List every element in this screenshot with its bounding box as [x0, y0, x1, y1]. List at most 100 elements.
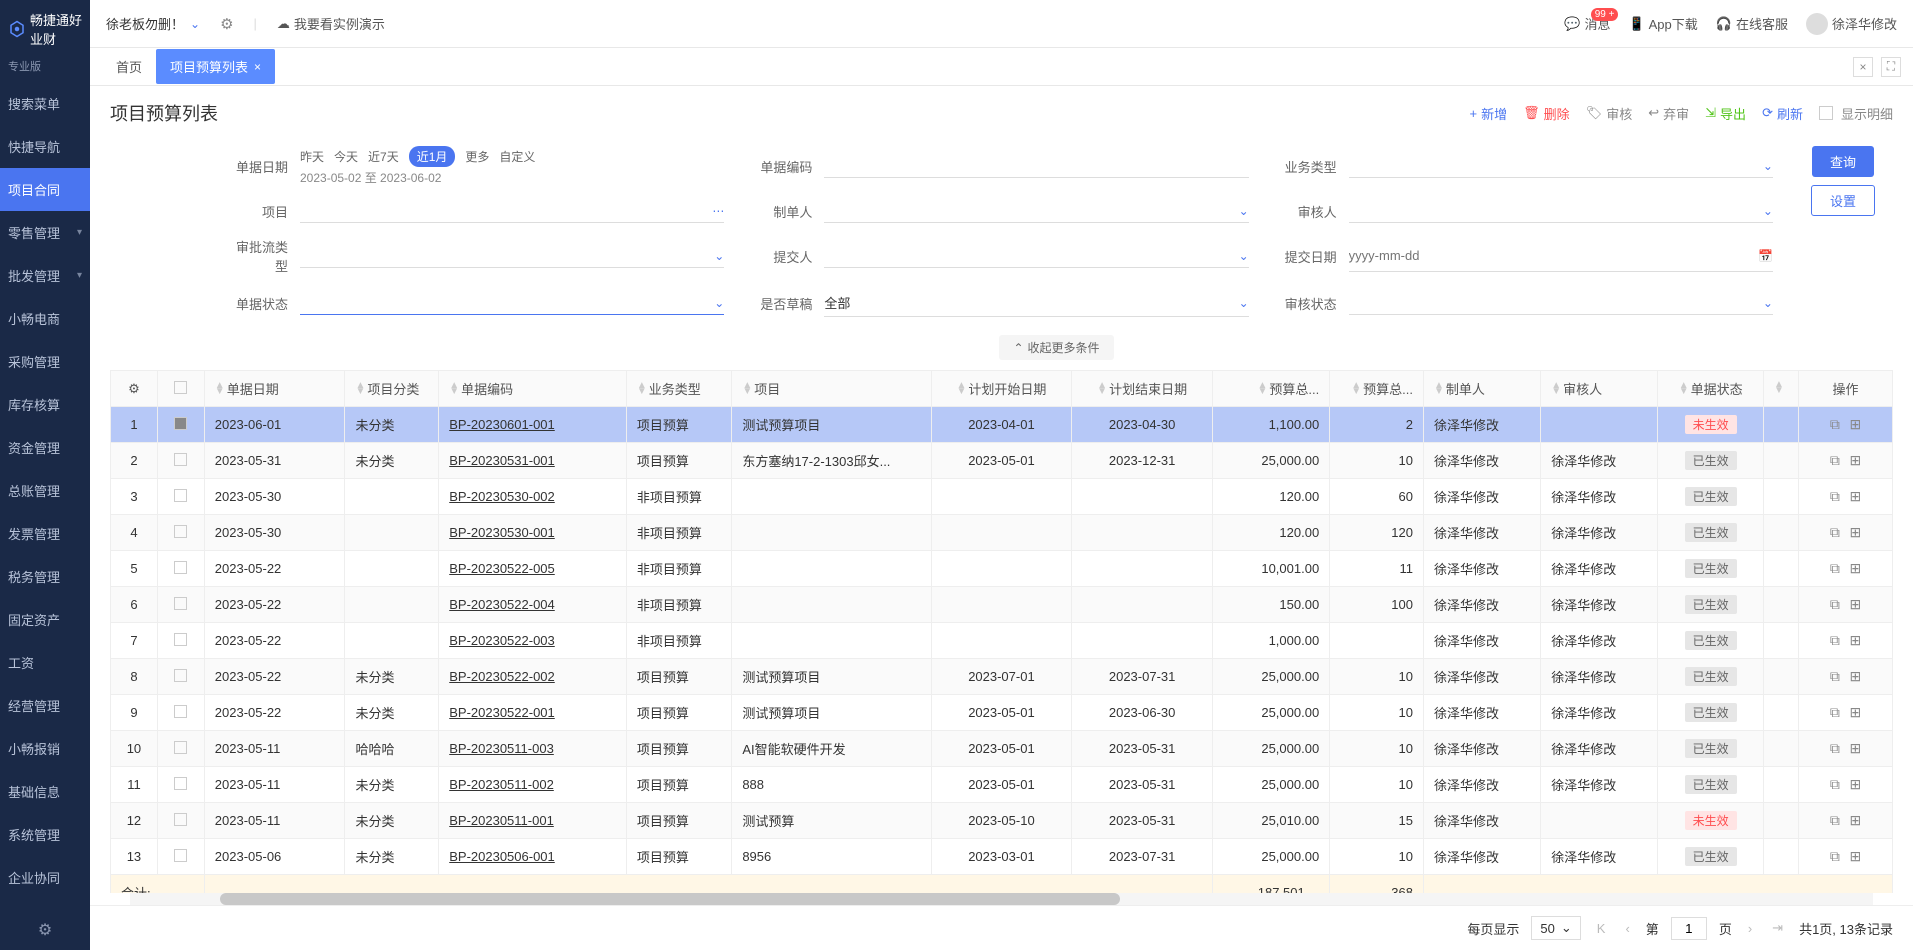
col-extra[interactable]	[1763, 371, 1798, 407]
code-link[interactable]: BP-20230530-002	[449, 489, 555, 504]
row-checkbox[interactable]	[157, 803, 204, 839]
view-icon[interactable]: ⧉	[1830, 596, 1840, 612]
sidebar-item-15[interactable]: 小畅报销	[0, 727, 90, 770]
view-icon[interactable]: ⧉	[1830, 488, 1840, 504]
sidebar-item-12[interactable]: 固定资产	[0, 598, 90, 641]
table-row[interactable]: 11 2023-05-11 未分类 BP-20230511-002 项目预算 8…	[111, 767, 1893, 803]
col-code[interactable]: 单据编码	[439, 371, 627, 407]
app-download-button[interactable]: 📱 App下载	[1628, 14, 1697, 33]
audit-button[interactable]: 🏷审核	[1586, 104, 1633, 123]
date-chip-0[interactable]: 昨天	[300, 148, 324, 165]
more-icon[interactable]: ⊞	[1849, 704, 1861, 720]
first-page-button[interactable]: K	[1593, 921, 1610, 936]
sidebar-item-18[interactable]: 企业协同	[0, 856, 90, 899]
table-row[interactable]: 10 2023-05-11 哈哈哈 BP-20230511-003 项目预算 A…	[111, 731, 1893, 767]
view-icon[interactable]: ⧉	[1830, 524, 1840, 540]
row-checkbox[interactable]	[157, 623, 204, 659]
col-end-date[interactable]: 计划结束日期	[1072, 371, 1213, 407]
date-chip-1[interactable]: 今天	[334, 148, 358, 165]
settings-icon[interactable]: ⚙	[220, 15, 233, 33]
sidebar-item-16[interactable]: 基础信息	[0, 770, 90, 813]
view-icon[interactable]: ⧉	[1830, 740, 1840, 756]
code-link[interactable]: BP-20230522-004	[449, 597, 555, 612]
date-chip-3[interactable]: 近1月	[409, 146, 456, 167]
table-row[interactable]: 4 2023-05-30 BP-20230530-001 非项目预算 120.0…	[111, 515, 1893, 551]
prev-page-button[interactable]: ‹	[1621, 921, 1633, 936]
auditor-select[interactable]: ⌄	[1349, 200, 1773, 223]
close-icon[interactable]: ×	[254, 60, 261, 74]
show-detail-toggle[interactable]: 显示明细	[1819, 104, 1893, 123]
code-link[interactable]: BP-20230522-002	[449, 669, 555, 684]
sidebar-item-17[interactable]: 系统管理	[0, 813, 90, 856]
view-icon[interactable]: ⧉	[1830, 560, 1840, 576]
more-icon[interactable]: ⊞	[1849, 812, 1861, 828]
col-start-date[interactable]: 计划开始日期	[931, 371, 1072, 407]
tab-budget-list[interactable]: 项目预算列表 ×	[156, 49, 275, 84]
col-status[interactable]: 单据状态	[1658, 371, 1764, 407]
table-row[interactable]: 9 2023-05-22 未分类 BP-20230522-001 项目预算 测试…	[111, 695, 1893, 731]
doc-status-select[interactable]: ⌄	[300, 292, 724, 315]
row-checkbox[interactable]	[157, 767, 204, 803]
code-link[interactable]: BP-20230511-003	[449, 741, 554, 756]
more-icon[interactable]: ⊞	[1849, 632, 1861, 648]
delete-button[interactable]: 🗑删除	[1523, 104, 1570, 123]
flow-type-select[interactable]: ⌄	[300, 245, 724, 268]
submit-date-input[interactable]: 📅	[1349, 240, 1773, 272]
date-chip-4[interactable]: 更多	[465, 148, 489, 165]
code-link[interactable]: BP-20230531-001	[449, 453, 555, 468]
date-chip-2[interactable]: 近7天	[368, 148, 399, 165]
demo-link[interactable]: ☁ 我要看实例演示	[277, 14, 385, 33]
tab-expand[interactable]: ⛶	[1881, 57, 1901, 77]
sidebar-item-10[interactable]: 发票管理	[0, 512, 90, 555]
row-checkbox[interactable]	[157, 551, 204, 587]
messages-button[interactable]: 💬 消息 99 +	[1564, 14, 1610, 33]
last-page-button[interactable]: ⇥	[1768, 920, 1787, 936]
support-button[interactable]: 🎧 在线客服	[1716, 14, 1788, 33]
col-maker[interactable]: 制单人	[1423, 371, 1540, 407]
collapse-filter-button[interactable]: ⌃ 收起更多条件	[999, 335, 1113, 360]
user-menu[interactable]: 徐泽华修改	[1806, 13, 1897, 35]
page-size-select[interactable]: 50 ⌄	[1531, 916, 1580, 940]
table-row[interactable]: 6 2023-05-22 BP-20230522-004 非项目预算 150.0…	[111, 587, 1893, 623]
date-chip-5[interactable]: 自定义	[499, 148, 535, 165]
table-row[interactable]: 5 2023-05-22 BP-20230522-005 非项目预算 10,00…	[111, 551, 1893, 587]
row-checkbox[interactable]	[157, 839, 204, 875]
code-link[interactable]: BP-20230601-001	[449, 417, 555, 432]
horizontal-scrollbar[interactable]	[130, 893, 1873, 905]
code-link[interactable]: BP-20230522-003	[449, 633, 555, 648]
table-row[interactable]: 7 2023-05-22 BP-20230522-003 非项目预算 1,000…	[111, 623, 1893, 659]
doc-no-input[interactable]	[824, 154, 1248, 178]
submit-date-field[interactable]	[1349, 244, 1754, 267]
more-icon[interactable]: ⊞	[1849, 740, 1861, 756]
org-dropdown[interactable]: 徐老板勿删！ ⌄	[106, 14, 200, 33]
query-button[interactable]: 查询	[1812, 146, 1874, 177]
more-icon[interactable]: ⊞	[1849, 524, 1861, 540]
table-row[interactable]: 13 2023-05-06 未分类 BP-20230506-001 项目预算 8…	[111, 839, 1893, 875]
col-category[interactable]: 项目分类	[345, 371, 439, 407]
add-button[interactable]: +新增	[1470, 104, 1508, 123]
more-icon[interactable]: ⊞	[1849, 488, 1861, 504]
view-icon[interactable]: ⧉	[1830, 668, 1840, 684]
sidebar-item-4[interactable]: 批发管理▾	[0, 254, 90, 297]
row-checkbox[interactable]	[157, 731, 204, 767]
col-checkbox[interactable]	[157, 371, 204, 407]
col-project[interactable]: 项目	[732, 371, 931, 407]
page-input[interactable]	[1671, 917, 1707, 940]
code-link[interactable]: BP-20230522-001	[449, 705, 555, 720]
code-link[interactable]: BP-20230511-001	[449, 813, 554, 828]
col-amount[interactable]: 预算总...	[1212, 371, 1329, 407]
sidebar-item-7[interactable]: 库存核算	[0, 383, 90, 426]
sidebar-item-3[interactable]: 零售管理▾	[0, 211, 90, 254]
code-link[interactable]: BP-20230511-002	[449, 777, 554, 792]
view-icon[interactable]: ⧉	[1830, 812, 1840, 828]
project-select[interactable]: ⋯	[300, 200, 724, 223]
sidebar-item-0[interactable]: 搜索菜单	[0, 82, 90, 125]
tab-close-all[interactable]: ×	[1853, 57, 1873, 77]
row-checkbox[interactable]	[157, 587, 204, 623]
maker-select[interactable]: ⌄	[824, 200, 1248, 223]
more-icon[interactable]: ⊞	[1849, 848, 1861, 864]
table-row[interactable]: 12 2023-05-11 未分类 BP-20230511-001 项目预算 测…	[111, 803, 1893, 839]
biz-type-select[interactable]: ⌄	[1349, 155, 1773, 178]
table-row[interactable]: 2 2023-05-31 未分类 BP-20230531-001 项目预算 东方…	[111, 443, 1893, 479]
more-icon[interactable]: ⊞	[1849, 776, 1861, 792]
